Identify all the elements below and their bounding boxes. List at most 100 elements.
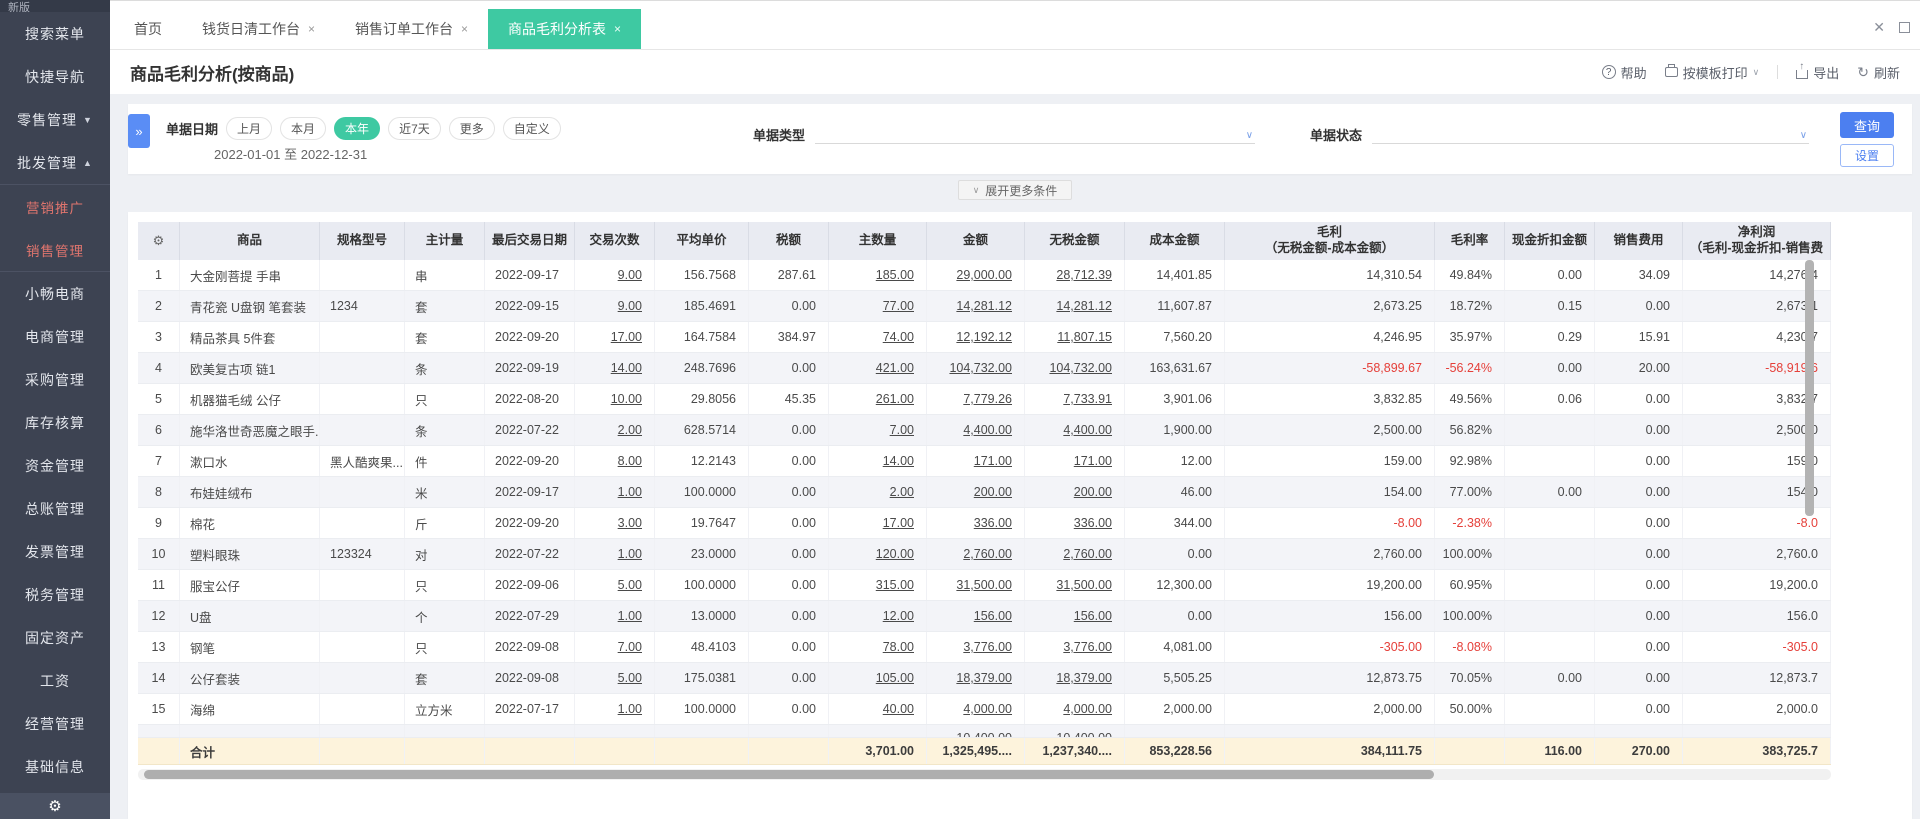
cell-tx_count[interactable]: 3.00 [575,508,655,538]
cell-amount[interactable]: 10,400.00 [927,725,1025,737]
date-pill-更多[interactable]: 更多 [448,117,495,140]
doc-status-select[interactable]: ∨ [1372,122,1810,144]
close-tab-icon[interactable]: × [461,22,469,36]
close-all-tabs-icon[interactable]: ✕ [1873,19,1885,35]
cell-amount_notax[interactable]: 171.00 [1025,446,1125,476]
cell-qty[interactable]: 74.00 [829,322,927,352]
cell-amount_notax[interactable]: 11,807.15 [1025,322,1125,352]
cell-tx_count[interactable]: 2.00 [575,415,655,445]
sidebar-item-11[interactable]: 总账管理 [0,487,110,530]
cell-qty[interactable]: 185.00 [829,260,927,290]
cell-tx_count[interactable]: 5.00 [575,663,655,693]
cell-amount[interactable]: 4,000.00 [927,694,1025,724]
sidebar-item-12[interactable]: 发票管理 [0,530,110,573]
cell-tx_count[interactable]: 5.00 [575,570,655,600]
sidebar-item-14[interactable]: 固定资产 [0,616,110,659]
cell-qty[interactable]: 7.00 [829,415,927,445]
table-row-15[interactable]: 15 海绵 立方米 2022-07-17 1.00 100.0000 0.00 40.00 4,… [138,694,1831,725]
cell-tx_count[interactable]: 1.00 [575,477,655,507]
expand-more-conditions-button[interactable]: ∨ 展开更多条件 [957,180,1073,200]
date-pill-本年[interactable]: 本年 [334,117,381,140]
table-row-13[interactable]: 13 钢笔 只 2022-09-08 7.00 48.4103 0.00 78.00 3,776… [138,632,1831,663]
table-row-8[interactable]: 8 布娃娃绒布 米 2022-09-17 1.00 100.0000 0.00 2.00 200… [138,477,1831,508]
query-button[interactable]: 查询 [1840,112,1894,138]
cell-tx_count[interactable]: 14.00 [575,353,655,383]
cell-tx_count[interactable]: 17.00 [575,322,655,352]
sidebar-item-16[interactable]: 经营管理 [0,702,110,745]
cell-tx_count[interactable]: 1.00 [575,539,655,569]
settings-button[interactable]: 设置 [1840,144,1894,167]
sidebar-item-10[interactable]: 资金管理 [0,444,110,487]
sidebar-item-6[interactable]: 小畅电商 [0,272,110,315]
cell-amount_notax[interactable]: 200.00 [1025,477,1125,507]
table-row-9[interactable]: 9 棉花 斤 2022-09-20 3.00 19.7647 0.00 17.00 336.00… [138,508,1831,539]
cell-amount[interactable]: 14,281.12 [927,291,1025,321]
cell-qty[interactable]: 2.00 [829,477,927,507]
cell-amount[interactable]: 336.00 [927,508,1025,538]
cell-tx_count[interactable]: 7.00 [575,632,655,662]
close-tab-icon[interactable]: × [308,22,316,36]
date-pill-上月[interactable]: 上月 [226,117,273,140]
table-row-4[interactable]: 4 欧美复古项 链1 条 2022-09-19 14.00 248.7696 0.00 421… [138,353,1831,384]
cell-amount_notax[interactable]: 3,776.00 [1025,632,1125,662]
cell-amount[interactable]: 31,500.00 [927,570,1025,600]
table-row-10[interactable]: 10 塑料眼珠 123324 对 2022-07-22 1.00 23.0000 0.00 12… [138,539,1831,570]
sidebar-settings-bar[interactable]: ⚙ [0,793,110,819]
cell-qty[interactable]: 120.00 [829,539,927,569]
cell-amount[interactable]: 12,192.12 [927,322,1025,352]
table-row-6[interactable]: 6 施华洛世奇恶魔之眼手... 条 2022-07-22 2.00 628.5714 0.0… [138,415,1831,446]
cell-amount[interactable]: 171.00 [927,446,1025,476]
cell-amount[interactable]: 3,776.00 [927,632,1025,662]
vertical-scrollbar-thumb[interactable] [1805,260,1814,516]
table-row-7[interactable]: 7 漱口水 黑人酷爽果... 件 2022-09-20 8.00 12.2143 0.00 14… [138,446,1831,477]
cell-amount[interactable]: 7,779.26 [927,384,1025,414]
table-row-2[interactable]: 2 青花瓷 U盘钢 笔套装 1234 套 2022-09-15 9.00 185.4691 0… [138,291,1831,322]
cell-tx_count[interactable]: 9.00 [575,260,655,290]
sidebar-item-5[interactable]: 销售管理 [0,228,110,271]
cell-tx_count[interactable]: 8.00 [575,446,655,476]
table-row-11[interactable]: 11 服宝公仔 只 2022-09-06 5.00 100.0000 0.00 315.00 3… [138,570,1831,601]
cell-tx_count[interactable]: 10.00 [575,384,655,414]
cell-tx_count[interactable]: 1.00 [575,601,655,631]
help-button[interactable]: ? 帮助 [1601,63,1647,82]
print-by-template-button[interactable]: 按模板打印 ∨ [1664,63,1759,82]
cell-amount[interactable]: 2,760.00 [927,539,1025,569]
cell-amount[interactable]: 156.00 [927,601,1025,631]
cell-amount_notax[interactable]: 28,712.39 [1025,260,1125,290]
refresh-button[interactable]: ↻ 刷新 [1857,63,1900,82]
table-row-partial[interactable]: 10,400.00 10,400.00 [138,725,1831,738]
tab-2[interactable]: 销售订单工作台 × [335,9,488,49]
tab-1[interactable]: 钱货日清工作台 × [182,9,335,49]
sidebar-item-1[interactable]: 快捷导航 [0,55,110,98]
table-row-3[interactable]: 3 精品茶具 5件套 套 2022-09-20 17.00 164.7584 384.97 7… [138,322,1831,353]
cell-qty[interactable]: 315.00 [829,570,927,600]
date-pill-自定义[interactable]: 自定义 [502,117,561,140]
column-settings-gear-icon[interactable]: ⚙ [152,232,165,248]
tab-0[interactable]: 首页 [114,9,182,49]
table-row-12[interactable]: 12 U盘 个 2022-07-29 1.00 13.0000 0.00 12.00 156.0… [138,601,1831,632]
close-tab-icon[interactable]: × [614,22,622,36]
cell-amount[interactable]: 200.00 [927,477,1025,507]
sidebar-item-0[interactable]: 搜索菜单 [0,12,110,55]
cell-qty[interactable]: 78.00 [829,632,927,662]
cell-amount[interactable]: 29,000.00 [927,260,1025,290]
sidebar-item-13[interactable]: 税务管理 [0,573,110,616]
sidebar-item-8[interactable]: 采购管理 [0,358,110,401]
cell-qty[interactable]: 421.00 [829,353,927,383]
date-pill-本月[interactable]: 本月 [280,117,327,140]
cell-qty[interactable]: 17.00 [829,508,927,538]
fullscreen-icon[interactable] [1899,22,1910,33]
cell-tx_count[interactable]: 9.00 [575,291,655,321]
cell-tx_count[interactable]: 1.00 [575,694,655,724]
collapse-filters-button[interactable]: » [128,114,150,148]
sidebar-item-9[interactable]: 库存核算 [0,401,110,444]
sidebar-item-3[interactable]: 批发管理 ▲ [0,141,110,184]
cell-qty[interactable]: 14.00 [829,446,927,476]
cell-qty[interactable]: 77.00 [829,291,927,321]
cell-qty[interactable]: 40.00 [829,694,927,724]
gear-icon[interactable]: ⚙ [48,798,62,815]
tab-3[interactable]: 商品毛利分析表 × [488,9,642,49]
cell-amount_notax[interactable]: 18,379.00 [1025,663,1125,693]
cell-amount_notax[interactable]: 14,281.12 [1025,291,1125,321]
cell-amount_notax[interactable]: 4,400.00 [1025,415,1125,445]
